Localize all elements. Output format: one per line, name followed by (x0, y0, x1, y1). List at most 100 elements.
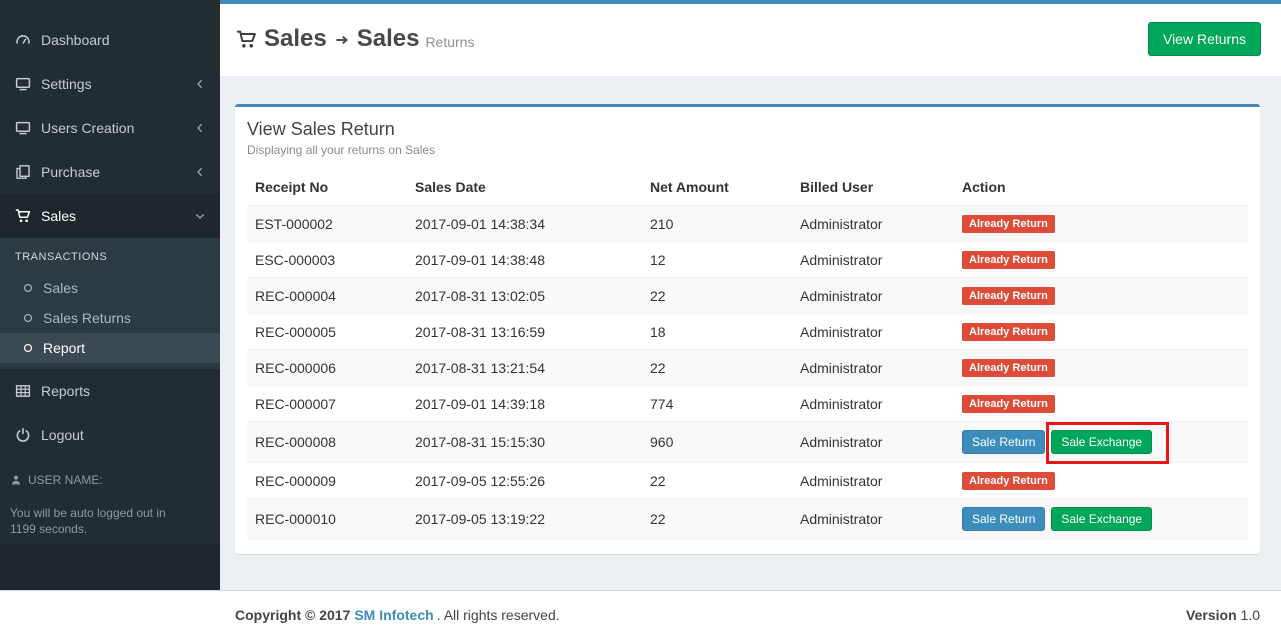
table-row: REC-000005 2017-08-31 13:16:59 18 Administr… (247, 313, 1248, 350)
brand-link[interactable]: SM Infotech (354, 607, 434, 623)
sales-returns-table: Receipt No Sales Date Net Amount Billed Use… (247, 169, 1248, 540)
net-amount-cell: 22 (642, 462, 792, 499)
billed-user-cell: Administrator (792, 385, 954, 422)
sales-date-cell: 2017-09-01 14:39:18 (407, 385, 642, 422)
page-name: Sales (356, 25, 420, 52)
copy-icon (15, 164, 31, 180)
monitor-icon (15, 76, 31, 92)
table-row: REC-000004 2017-08-31 13:02:05 22 Administr… (247, 277, 1248, 314)
sales-date-cell: 2017-08-31 13:21:54 (407, 349, 642, 386)
footer: Copyright © 2017 SM Infotech. All rights … (0, 590, 1281, 639)
column-header-receipt-no: Receipt No (247, 169, 407, 206)
billed-user-cell: Administrator (792, 205, 954, 242)
net-amount-cell: 22 (642, 349, 792, 386)
table-row: REC-000009 2017-09-05 12:55:26 22 Administr… (247, 462, 1248, 499)
table-header-row: Receipt No Sales Date Net Amount Billed Use… (247, 169, 1248, 206)
sale-exchange-button[interactable]: Sale Exchange (1051, 507, 1153, 531)
sales-return-card: View Sales Return Displaying all your re… (235, 104, 1260, 554)
content-area: View Sales Return Displaying all your re… (220, 76, 1281, 590)
billed-user-cell: Administrator (792, 498, 954, 540)
sidebar-subitem-label: Sales Returns (43, 310, 131, 326)
sidebar-item-settings[interactable]: Settings (0, 62, 220, 106)
net-amount-cell: 210 (642, 205, 792, 242)
sidebar-item-reports[interactable]: Reports (0, 369, 220, 413)
action-cell: Already Return (954, 277, 1248, 314)
action-cell: Already Return (954, 241, 1248, 278)
circle-icon (22, 342, 34, 354)
transactions-submenu: TRANSACTIONS Sales Sales Returns Report (0, 238, 220, 369)
receipt-no-cell: REC-000005 (247, 313, 407, 350)
sale-return-button[interactable]: Sale Return (962, 430, 1046, 454)
action-cell: Already Return (954, 462, 1248, 499)
receipt-no-cell: ESC-000003 (247, 241, 407, 278)
card-subtitle: Displaying all your returns on Sales (247, 143, 436, 157)
table-row: REC-000006 2017-08-31 13:21:54 22 Administr… (247, 349, 1248, 386)
billed-user-cell: Administrator (792, 241, 954, 278)
sidebar-main-menu: Dashboard Settings Users Creation Purchase S… (0, 0, 220, 238)
sales-date-cell: 2017-09-05 12:55:26 (407, 462, 642, 499)
sidebar-item-label: Sales (41, 208, 77, 224)
table-row: REC-000010 2017-09-05 13:19:22 22 Administr… (247, 498, 1248, 540)
net-amount-cell: 22 (642, 277, 792, 314)
sidebar-subitem-report[interactable]: Report (0, 333, 220, 363)
sidebar-item-label: Users Creation (41, 120, 135, 136)
copyright-prefix: Copyright © 2017 (235, 607, 351, 623)
sales-date-cell: 2017-08-31 13:02:05 (407, 277, 642, 314)
column-header-billed-user: Billed User (792, 169, 954, 206)
sidebar-item-label: Dashboard (41, 32, 110, 48)
billed-user-cell: Administrator (792, 421, 954, 463)
already-return-badge: Already Return (962, 395, 1055, 413)
sidebar-item-dashboard[interactable]: Dashboard (0, 18, 220, 62)
receipt-no-cell: REC-000010 (247, 498, 407, 540)
chevron-down-icon (194, 210, 206, 222)
body-row: Dashboard Settings Users Creation Purchase S… (0, 0, 1281, 590)
receipt-no-cell: EST-000002 (247, 205, 407, 242)
table-icon (15, 383, 31, 399)
already-return-badge: Already Return (962, 251, 1055, 269)
receipt-no-cell: REC-000004 (247, 277, 407, 314)
action-cell: Already Return (954, 385, 1248, 422)
already-return-badge: Already Return (962, 287, 1055, 305)
net-amount-cell: 22 (642, 498, 792, 540)
circle-icon (22, 312, 34, 324)
chevron-left-icon (194, 78, 206, 90)
sale-return-button[interactable]: Sale Return (962, 507, 1046, 531)
arrow-right-icon (335, 33, 349, 47)
sidebar-item-purchase[interactable]: Purchase (0, 150, 220, 194)
sale-exchange-button[interactable]: Sale Exchange (1051, 430, 1153, 454)
section-title: Sales (264, 25, 327, 52)
dashboard-icon (15, 32, 31, 48)
net-amount-cell: 18 (642, 313, 792, 350)
net-amount-cell: 12 (642, 241, 792, 278)
billed-user-cell: Administrator (792, 277, 954, 314)
submenu-items: Sales Sales Returns Report (0, 273, 220, 363)
column-header-action: Action (954, 169, 1248, 206)
receipt-no-cell: REC-000007 (247, 385, 407, 422)
action-cell: Already Return (954, 349, 1248, 386)
annotation-highlight: Sale Exchange (1046, 422, 1170, 464)
sidebar-item-users-creation[interactable]: Users Creation (0, 106, 220, 150)
cart-icon (15, 208, 31, 224)
monitor-icon (15, 120, 31, 136)
sidebar-subitem-sales-returns[interactable]: Sales Returns (0, 303, 220, 333)
copyright-text: Copyright © 2017 SM Infotech. All rights … (235, 607, 560, 623)
user-name-row: USER NAME: (10, 473, 210, 487)
view-returns-button[interactable]: View Returns (1147, 22, 1261, 56)
billed-user-cell: Administrator (792, 349, 954, 386)
sidebar-item-sales[interactable]: Sales (0, 194, 220, 238)
version-text: Version 1.0 (1186, 607, 1260, 623)
version-value: 1.0 (1240, 607, 1260, 623)
sidebar-item-label: Logout (41, 427, 84, 443)
action-cell: Already Return (954, 205, 1248, 242)
card-title: View Sales Return (247, 119, 395, 139)
user-name-label: USER NAME: (28, 473, 103, 487)
sidebar-subitem-sales[interactable]: Sales (0, 273, 220, 303)
action-cell: Already Return (954, 313, 1248, 350)
sidebar-subitem-label: Sales (43, 280, 79, 296)
chevron-left-icon (194, 166, 206, 178)
sidebar-item-logout[interactable]: Logout (0, 413, 220, 457)
top-accent-bar (220, 0, 1281, 4)
sidebar-item-label: Purchase (41, 164, 101, 180)
page-title: Sales Sales Returns (236, 25, 474, 53)
